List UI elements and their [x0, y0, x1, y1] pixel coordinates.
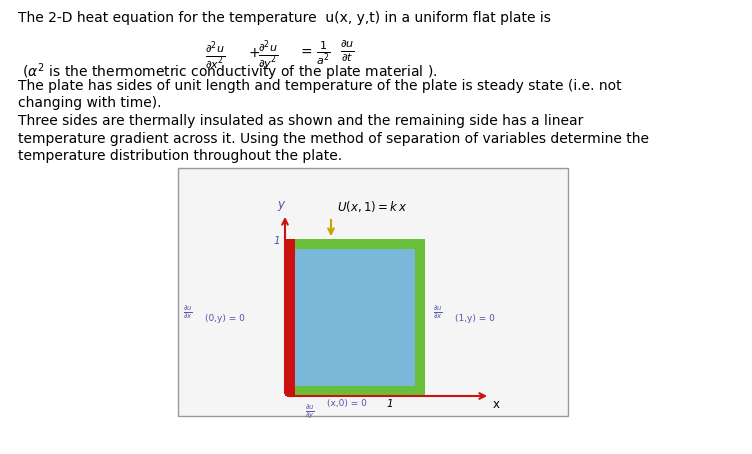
Text: x: x — [493, 398, 500, 411]
Text: $\frac{\partial u}{\partial y}$: $\frac{\partial u}{\partial y}$ — [305, 404, 314, 421]
Text: temperature gradient across it. Using the method of separation of variables dete: temperature gradient across it. Using th… — [18, 132, 649, 146]
Text: Three sides are thermally insulated as shown and the remaining side has a linear: Three sides are thermally insulated as s… — [18, 114, 584, 128]
Text: 1: 1 — [274, 236, 280, 246]
Text: ($\alpha^2$ is the thermometric conductivity of the plate material ).: ($\alpha^2$ is the thermometric conducti… — [18, 61, 438, 83]
Bar — [285, 239, 425, 396]
Text: The 2-D heat equation for the temperature  u(x, y,t) in a uniform flat plate is: The 2-D heat equation for the temperatur… — [18, 11, 551, 25]
Bar — [178, 168, 568, 416]
Bar — [295, 249, 415, 386]
Text: changing with time).: changing with time). — [18, 96, 162, 110]
Text: $\frac{\partial u}{\partial x}$: $\frac{\partial u}{\partial x}$ — [433, 304, 443, 321]
Text: (x,0) = 0: (x,0) = 0 — [326, 399, 366, 408]
Text: $\frac{1}{a^2}$: $\frac{1}{a^2}$ — [316, 39, 331, 67]
Bar — [285, 239, 295, 396]
Text: 1: 1 — [387, 399, 393, 409]
Text: (1,y) = 0: (1,y) = 0 — [455, 314, 495, 323]
Text: y: y — [277, 198, 284, 211]
Text: temperature distribution throughout the plate.: temperature distribution throughout the … — [18, 149, 342, 163]
Text: The plate has sides of unit length and temperature of the plate is steady state : The plate has sides of unit length and t… — [18, 79, 622, 93]
Text: $U(x, 1) = k\,x$: $U(x, 1) = k\,x$ — [337, 199, 408, 214]
Text: =: = — [301, 46, 313, 60]
Text: $\frac{\partial^2 u}{\partial y^2}$: $\frac{\partial^2 u}{\partial y^2}$ — [258, 39, 278, 74]
Text: (0,y) = 0: (0,y) = 0 — [205, 314, 245, 323]
Text: $\frac{\partial u}{\partial t}$: $\frac{\partial u}{\partial t}$ — [340, 39, 355, 64]
Text: +: + — [248, 46, 259, 60]
Text: $\frac{\partial^2 u}{\partial x^2}$: $\frac{\partial^2 u}{\partial x^2}$ — [205, 39, 226, 71]
Text: $\frac{\partial u}{\partial x}$: $\frac{\partial u}{\partial x}$ — [183, 304, 193, 321]
